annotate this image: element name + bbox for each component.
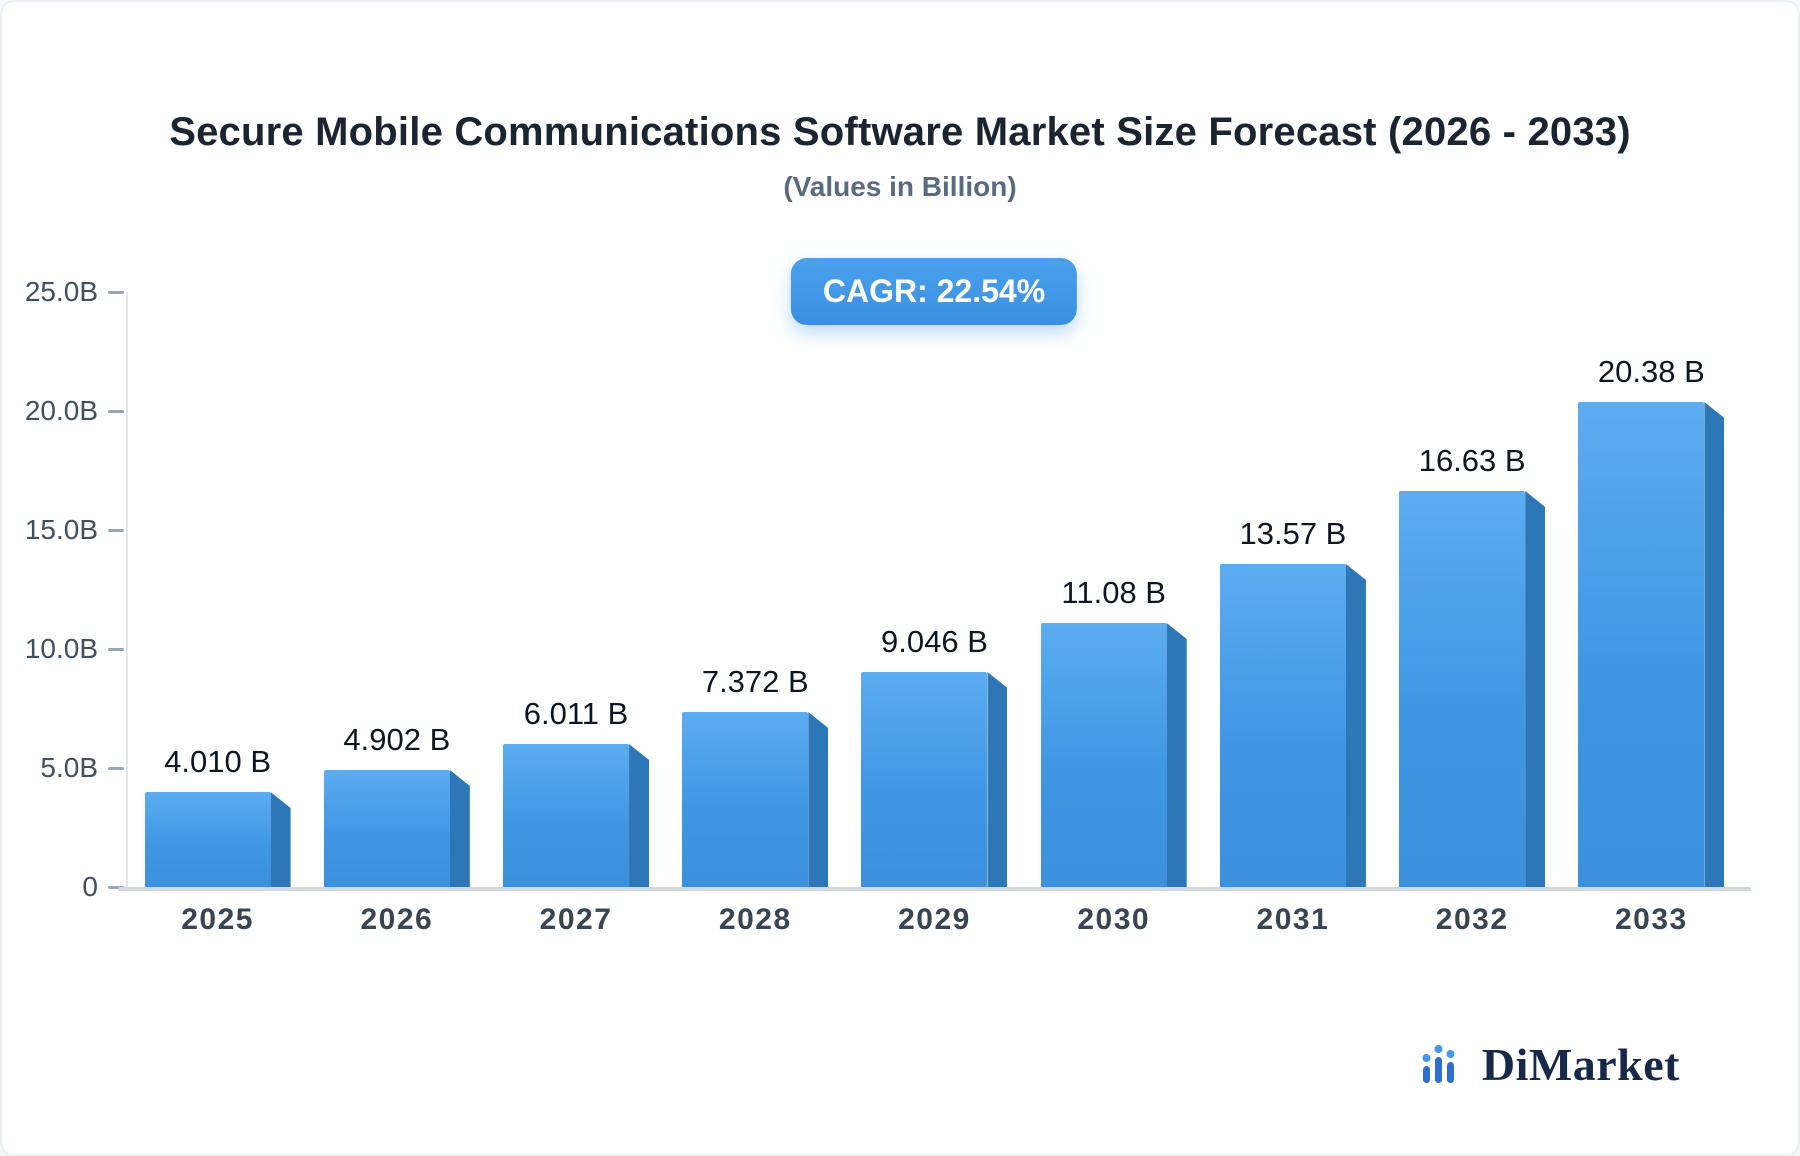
y-axis-tick-label: 25.0B bbox=[24, 276, 98, 307]
y-axis-tick-label: 0 bbox=[82, 871, 98, 902]
bar-value-label: 6.011 B bbox=[523, 696, 629, 731]
bar-2033[interactable]: 20.38 B bbox=[1578, 354, 1725, 887]
bar-2026[interactable]: 4.902 B bbox=[323, 722, 470, 887]
bar-group: 20.38 B bbox=[1562, 292, 1741, 887]
bar-2030[interactable]: 11.08 B bbox=[1040, 575, 1187, 887]
y-axis-tick: 10.0B bbox=[25, 633, 124, 665]
bar-front-face bbox=[1219, 564, 1346, 887]
bar-2032[interactable]: 16.63 B bbox=[1399, 443, 1546, 887]
bar-side-face bbox=[1704, 402, 1725, 887]
cagr-badge: CAGR: 22.54% bbox=[790, 258, 1078, 325]
x-axis-label: 2031 bbox=[1256, 903, 1330, 936]
bar-value-label: 4.010 B bbox=[164, 744, 272, 779]
x-axis-label: 2029 bbox=[898, 903, 971, 936]
x-axis-label: 2032 bbox=[1435, 903, 1509, 936]
tick-mark bbox=[108, 885, 124, 889]
bar-group: 11.08 B bbox=[1024, 292, 1203, 887]
x-axis-label: 2028 bbox=[718, 903, 792, 936]
y-axis-tick: 25.0B bbox=[25, 276, 124, 308]
bar-front-face bbox=[1399, 491, 1526, 887]
x-axis-line bbox=[118, 887, 1751, 891]
bar-group: 7.372 B bbox=[666, 292, 845, 887]
bar-side-face bbox=[270, 792, 291, 887]
bar-front-face bbox=[861, 672, 988, 887]
y-axis-tick: 0 bbox=[82, 871, 124, 903]
bar-group: 9.046 B bbox=[845, 292, 1024, 887]
bar-value-label: 16.63 B bbox=[1418, 443, 1526, 478]
bar-value-label: 20.38 B bbox=[1597, 354, 1705, 389]
bar-front-face bbox=[144, 792, 271, 887]
bar-value-label: 11.08 B bbox=[1061, 575, 1166, 610]
bar-value-label: 4.902 B bbox=[343, 722, 451, 757]
bar-side-face bbox=[1525, 491, 1546, 887]
y-axis-tick: 20.0B bbox=[25, 395, 124, 427]
bar-value-label: 9.046 B bbox=[881, 624, 988, 659]
dimarket-logo: DiMarket bbox=[1418, 1038, 1680, 1091]
tick-mark bbox=[108, 766, 124, 770]
y-axis-tick-label: 20.0B bbox=[24, 395, 98, 426]
bar-2028[interactable]: 7.372 B bbox=[682, 664, 829, 887]
bar-front-face bbox=[503, 744, 630, 887]
bar-group: 4.902 B bbox=[307, 292, 486, 887]
y-axis-tick-label: 10.0B bbox=[24, 633, 98, 664]
bar-group: 13.57 B bbox=[1203, 292, 1382, 887]
bar-side-face bbox=[449, 770, 470, 887]
y-axis-tick: 5.0B bbox=[40, 752, 124, 784]
x-axis-label: 2033 bbox=[1614, 903, 1688, 936]
bar-front-face bbox=[682, 712, 809, 887]
bar-front-face bbox=[1040, 623, 1167, 887]
bar-side-face bbox=[1345, 564, 1366, 887]
bar-group: 6.011 B bbox=[486, 292, 665, 887]
tick-mark bbox=[108, 290, 124, 294]
y-axis-tick-label: 5.0B bbox=[40, 752, 98, 783]
dimarket-logo-icon bbox=[1418, 1040, 1468, 1090]
y-axis: 25.0B 20.0B 15.0B 10.0B 5.0B 0 bbox=[2, 276, 124, 902]
bar-side-face bbox=[808, 712, 829, 887]
chart-subtitle: (Values in Billion) bbox=[783, 171, 1017, 202]
x-axis-label: 2030 bbox=[1077, 903, 1151, 936]
bar-group: 16.63 B bbox=[1383, 292, 1562, 887]
bar-side-face bbox=[1166, 623, 1187, 887]
tick-mark bbox=[108, 409, 124, 413]
x-axis-labels: 2025 2026 2027 2028 2029 2030 2031 2032 2033 bbox=[128, 903, 1741, 937]
bar-2025[interactable]: 4.010 B bbox=[144, 744, 291, 887]
y-axis-line bbox=[126, 292, 128, 889]
x-axis-label: 2026 bbox=[360, 903, 434, 936]
bar-2029[interactable]: 9.046 B bbox=[861, 624, 1008, 887]
x-axis-label: 2027 bbox=[539, 903, 613, 936]
bar-value-label: 7.372 B bbox=[701, 664, 809, 699]
tick-mark bbox=[108, 528, 124, 532]
plot-area: 4.010 B 4.902 B 6.011 B 7.372 B 9.046 B 11.08… bbox=[118, 292, 1751, 891]
bar-side-face bbox=[629, 744, 650, 887]
bar-2027[interactable]: 6.011 B bbox=[503, 696, 650, 887]
tick-mark bbox=[108, 647, 124, 651]
bar-front-face bbox=[323, 770, 450, 887]
x-axis-label: 2025 bbox=[181, 903, 254, 936]
bar-2031[interactable]: 13.57 B bbox=[1219, 516, 1366, 887]
chart-title: Secure Mobile Communications Software Ma… bbox=[169, 110, 1631, 154]
y-axis-tick: 15.0B bbox=[25, 514, 124, 546]
bar-side-face bbox=[987, 672, 1008, 887]
bar-front-face bbox=[1578, 402, 1705, 887]
bar-value-label: 13.57 B bbox=[1239, 516, 1347, 551]
y-axis-tick-label: 15.0B bbox=[24, 514, 98, 545]
bar-group: 4.010 B bbox=[128, 292, 307, 887]
dimarket-logo-text: DiMarket bbox=[1481, 1039, 1680, 1090]
